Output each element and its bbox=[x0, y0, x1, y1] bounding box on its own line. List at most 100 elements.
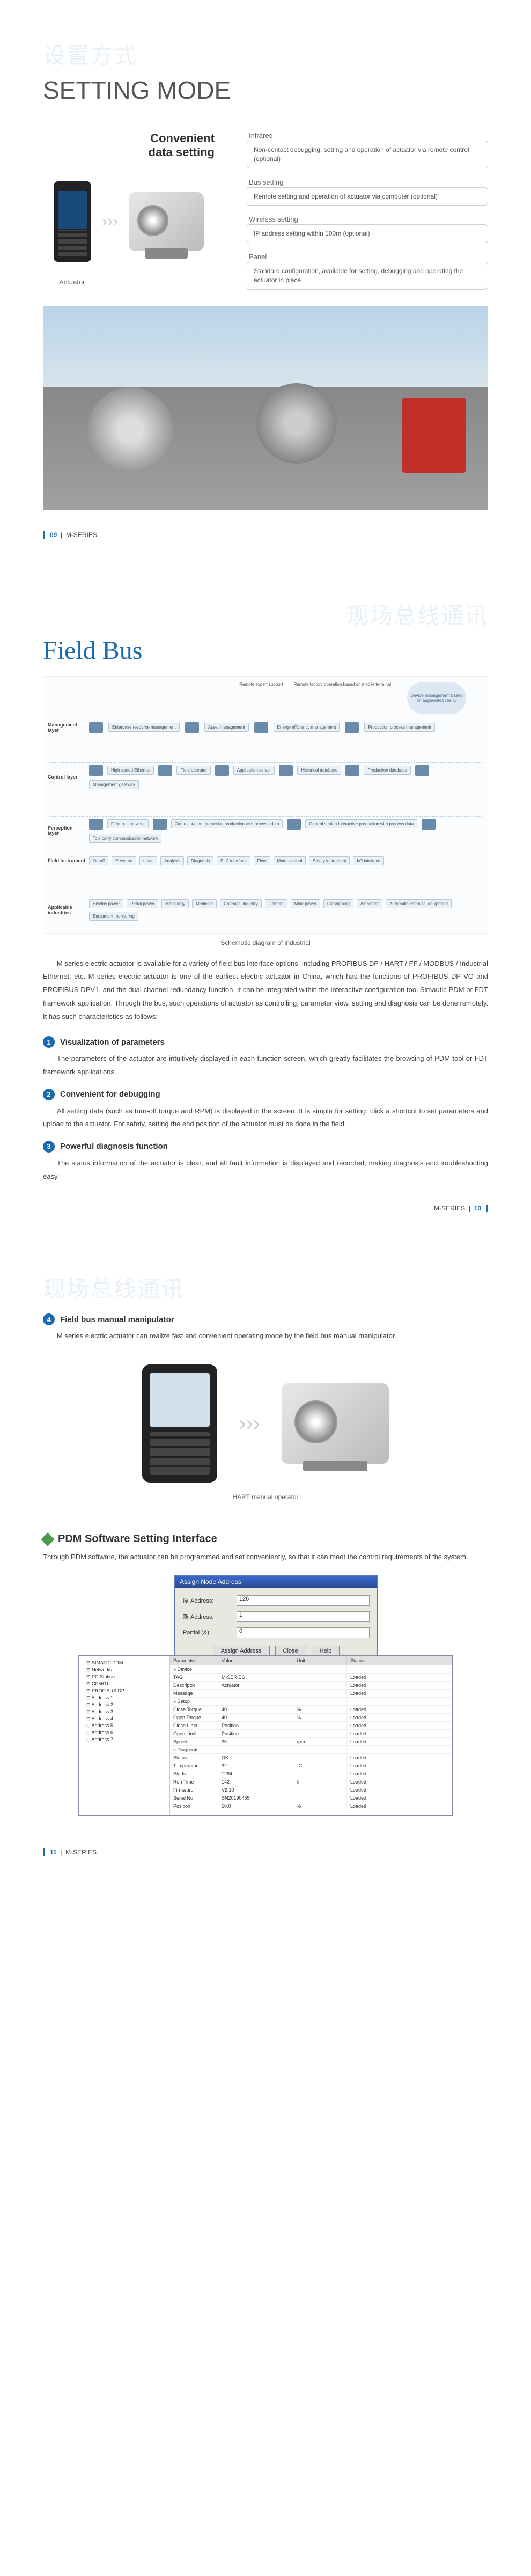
table-cell: Status bbox=[170, 1754, 218, 1762]
option-label: Wireless setting bbox=[249, 215, 488, 223]
table-row[interactable]: Open LimitPositionLoaded bbox=[170, 1730, 452, 1738]
table-cell bbox=[218, 1698, 293, 1705]
page-title: SETTING MODE bbox=[43, 76, 488, 105]
table-row[interactable]: Close Torque40%Loaded bbox=[170, 1706, 452, 1714]
tree-item[interactable]: ⊡ Address 4 bbox=[82, 1715, 166, 1722]
tree-item[interactable]: ⊡ Address 2 bbox=[82, 1701, 166, 1708]
table-cell bbox=[293, 1770, 347, 1778]
diagram-row-perception: Perception layer Field bus networkContro… bbox=[49, 816, 482, 843]
numbered-heading: 4 Field bus manual manipulator bbox=[43, 1313, 488, 1325]
table-cell: Open Limit bbox=[170, 1730, 218, 1737]
table-cell: Loaded bbox=[347, 1786, 452, 1794]
row-label: Field instrument bbox=[48, 858, 85, 863]
diag-item: Level bbox=[139, 856, 157, 865]
table-cell: SN20190455 bbox=[218, 1794, 293, 1802]
points-container: 1Visualization of parametersThe paramete… bbox=[43, 1036, 488, 1183]
table-cell: Loaded bbox=[347, 1682, 452, 1689]
tree-item[interactable]: ⊡ Address 3 bbox=[82, 1708, 166, 1715]
option-label: Bus setting bbox=[249, 178, 488, 186]
table-row[interactable]: StatusOKLoaded bbox=[170, 1754, 452, 1762]
table-row[interactable]: Run Time142hLoaded bbox=[170, 1778, 452, 1786]
table-cell bbox=[218, 1690, 293, 1697]
cloud-graphic: Device management based on augmented rea… bbox=[407, 682, 466, 714]
table-cell bbox=[347, 1746, 452, 1753]
tree-item[interactable]: ⊟ PC Station bbox=[82, 1674, 166, 1680]
diag-item: Electric power bbox=[89, 899, 123, 908]
phone-screen bbox=[58, 191, 87, 229]
option-desc: IP address setting within 100m (optional… bbox=[247, 224, 488, 243]
row-items: High-speed EthernetField operatorApplica… bbox=[89, 765, 482, 789]
table-cell: Descriptor bbox=[170, 1682, 218, 1689]
option-group: Bus settingRemote setting and operation … bbox=[247, 178, 488, 206]
diag-item: Diagnosis bbox=[187, 856, 213, 865]
body-text: All setting data (such as turn-off torqu… bbox=[43, 1105, 488, 1131]
watermark-text: 设置方式 bbox=[43, 38, 488, 70]
page-1: 设置方式 SETTING MODE Convenient data settin… bbox=[0, 0, 531, 560]
tree-item[interactable]: ⊡ Address 5 bbox=[82, 1722, 166, 1729]
right-column: InfraredNon-contact debugging, setting a… bbox=[247, 131, 488, 290]
table-cell: Starts bbox=[170, 1770, 218, 1778]
table-row[interactable]: Speed25rpmLoaded bbox=[170, 1738, 452, 1746]
number-badge: 2 bbox=[43, 1089, 55, 1100]
table-row[interactable]: » Diagnosis bbox=[170, 1746, 452, 1754]
table-row[interactable]: Temperature32°CLoaded bbox=[170, 1762, 452, 1770]
diag-item: Asset management bbox=[204, 723, 249, 732]
form-input[interactable]: 126 bbox=[237, 1595, 370, 1606]
table-cell: Close Limit bbox=[170, 1722, 218, 1729]
table-cell: Temperature bbox=[170, 1762, 218, 1770]
tree-item[interactable]: ⊡ Address 6 bbox=[82, 1729, 166, 1736]
diag-item: Motor control bbox=[274, 856, 306, 865]
dialog-button[interactable]: Assign Address bbox=[213, 1646, 270, 1656]
tree-item[interactable]: ⊟ SIMATIC PDM bbox=[82, 1660, 166, 1667]
table-row[interactable]: FirmwareV2.10Loaded bbox=[170, 1786, 452, 1794]
dialog-title: Assign Node Address bbox=[175, 1576, 377, 1588]
diag-item: Field bus network bbox=[107, 819, 149, 828]
diagram-row-management: Management layer Enterprise resource man… bbox=[49, 720, 482, 733]
table-row[interactable]: » Setup bbox=[170, 1698, 452, 1706]
dialog-button[interactable]: Help bbox=[312, 1646, 340, 1656]
dialog-button[interactable]: Close bbox=[275, 1646, 306, 1656]
diag-item: Application server bbox=[233, 766, 275, 775]
table-row[interactable]: MessageLoaded bbox=[170, 1690, 452, 1698]
cloud-item: Device management based on augmented rea… bbox=[409, 693, 464, 703]
table-row[interactable]: » Device bbox=[170, 1665, 452, 1674]
tree-item[interactable]: ⊡ Address 7 bbox=[82, 1736, 166, 1743]
diag-item: Chemical industry bbox=[220, 899, 262, 908]
table-row[interactable]: DescriptorActuatorLoaded bbox=[170, 1682, 452, 1690]
table-row[interactable]: Close LimitPositionLoaded bbox=[170, 1722, 452, 1730]
diag-item: Medicine bbox=[192, 899, 217, 908]
row-items: Electric powerPetrol powerMetallurgyMedi… bbox=[89, 899, 482, 921]
table-cell: Firmware bbox=[170, 1786, 218, 1794]
table-row[interactable]: Starts1284Loaded bbox=[170, 1770, 452, 1778]
form-input[interactable]: 1 bbox=[237, 1611, 370, 1622]
tree-item[interactable]: ⊟ CP5611 bbox=[82, 1680, 166, 1687]
diag-item: Control station Interactive production w… bbox=[171, 819, 283, 828]
table-cell: 40 bbox=[218, 1714, 293, 1721]
table-row[interactable]: Position50.0%Loaded bbox=[170, 1802, 452, 1810]
table-row[interactable]: Serial NoSN20190455Loaded bbox=[170, 1794, 452, 1802]
table-row[interactable]: Open Torque40%Loaded bbox=[170, 1714, 452, 1722]
footer-series: M-SERIES bbox=[65, 1848, 97, 1856]
tree-item[interactable]: ⊟ PROFIBUS DP bbox=[82, 1687, 166, 1694]
section-title: Field Bus bbox=[43, 636, 488, 665]
row-items: Field bus network Control station Interac… bbox=[89, 819, 482, 843]
table-cell: Close Torque bbox=[170, 1706, 218, 1713]
actuator-label: Actuator bbox=[59, 278, 215, 286]
table-header: ParameterValueUnitStatus bbox=[170, 1656, 452, 1665]
table-cell: % bbox=[293, 1802, 347, 1810]
table-cell: Loaded bbox=[347, 1770, 452, 1778]
pdm-main-window: ⊟ SIMATIC PDM ⊟ Networks ⊟ PC Station ⊟ … bbox=[78, 1655, 453, 1816]
diag-item: Pressure bbox=[112, 856, 136, 865]
tree-item[interactable]: ⊟ Networks bbox=[82, 1667, 166, 1674]
form-input[interactable]: 0 bbox=[237, 1627, 370, 1638]
actuator-graphic bbox=[282, 1383, 389, 1464]
intro-paragraph: M series electric actuator is available … bbox=[43, 957, 488, 1023]
parameter-table: ParameterValueUnitStatus » Device TAGM-S… bbox=[170, 1656, 452, 1815]
table-cell: 50.0 bbox=[218, 1802, 293, 1810]
table-row[interactable]: TAGM-SERIESLoaded bbox=[170, 1674, 452, 1682]
tree-item[interactable]: ⊡ Address 1 bbox=[82, 1694, 166, 1701]
table-cell bbox=[293, 1746, 347, 1753]
page-2: 现场总线通讯 Field Bus Device management based… bbox=[0, 560, 531, 1234]
table-cell: » Setup bbox=[170, 1698, 218, 1705]
diag-icon bbox=[345, 765, 359, 776]
